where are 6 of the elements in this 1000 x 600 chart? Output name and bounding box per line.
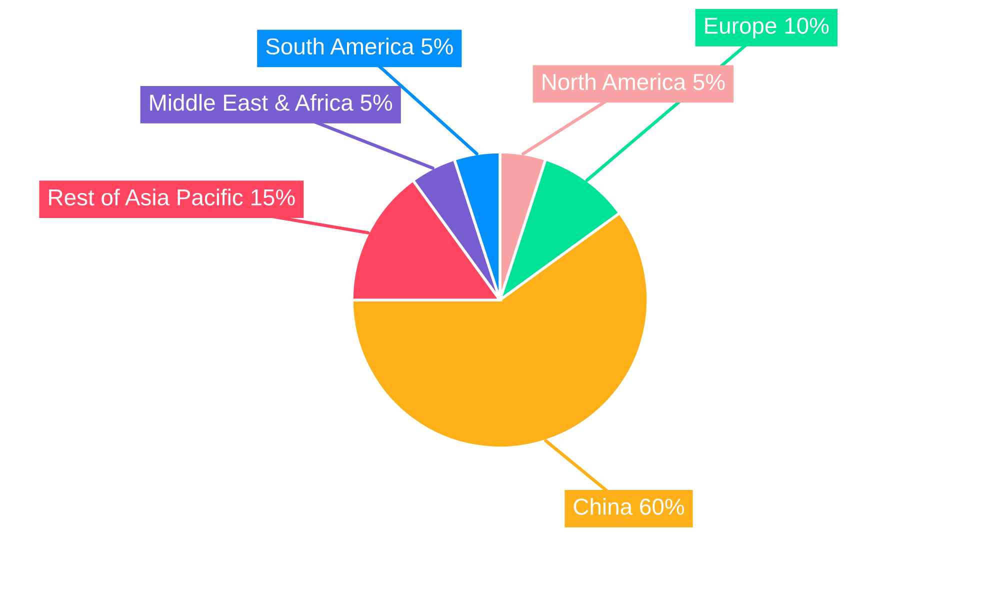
slice-label: North America 5%: [542, 73, 725, 90]
slice-label: Rest of Asia Pacific 15%: [49, 188, 295, 206]
slice-label: China 60%: [574, 498, 684, 515]
slice-label: South America 5%: [266, 38, 453, 55]
slice-label: Middle East & Africa 5%: [150, 94, 392, 111]
slice-label: Europe 10%: [705, 18, 829, 38]
